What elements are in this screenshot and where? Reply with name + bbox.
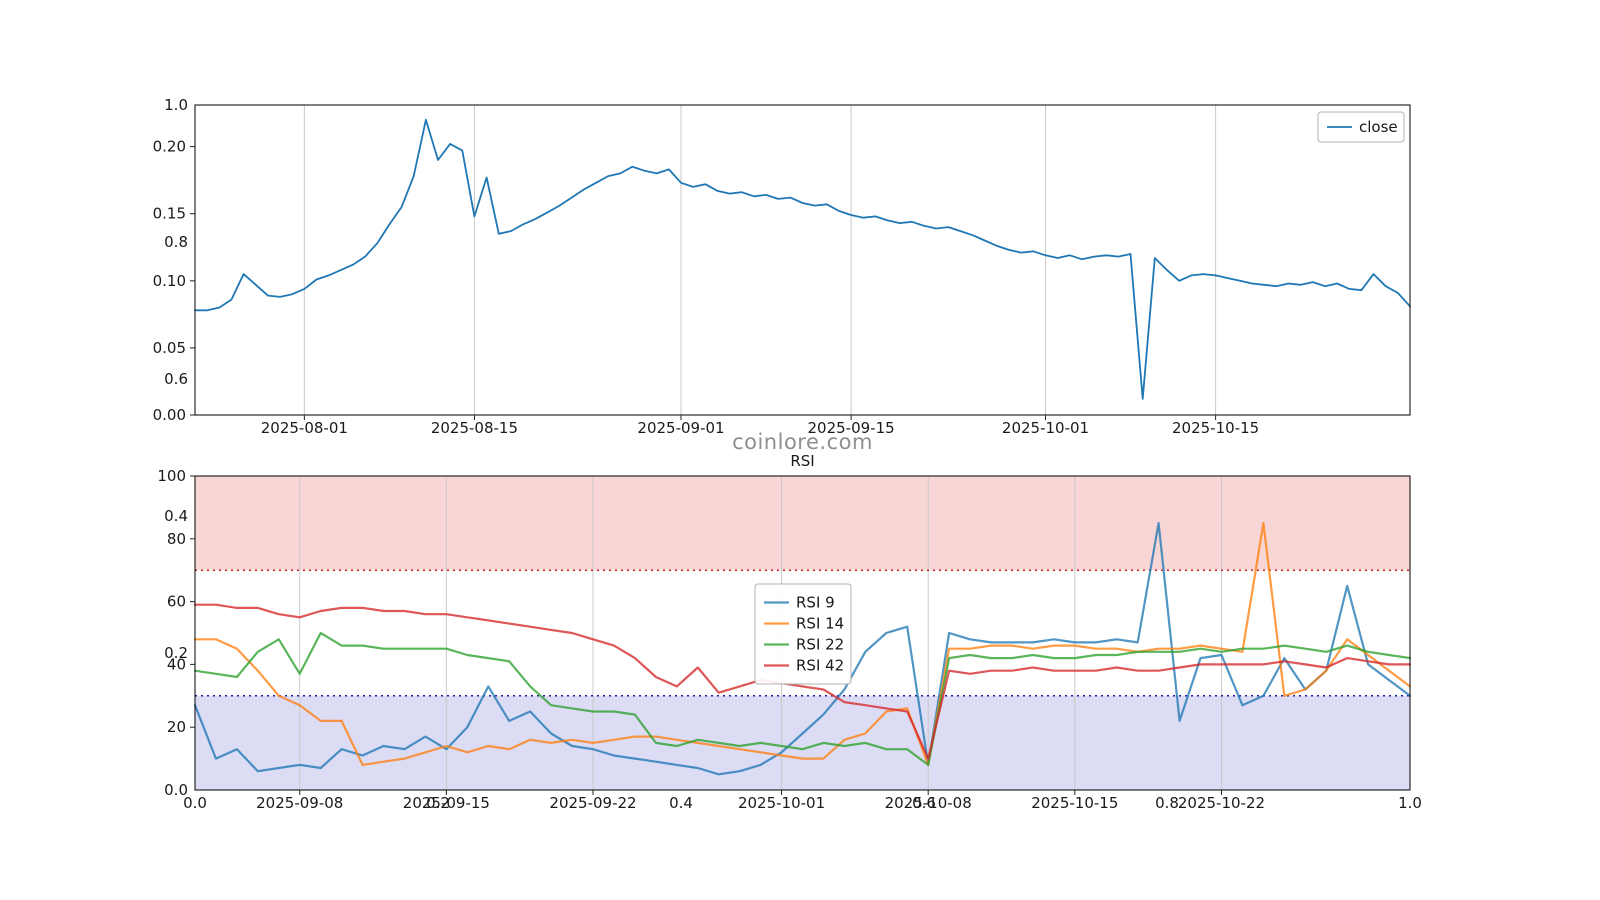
tick-label: 0.2 (164, 644, 188, 662)
tick-label: 0.8 (164, 233, 188, 251)
tick-label: 60 (167, 593, 186, 611)
series-rsi-14 (193, 522, 1412, 766)
tick-label: 100 (157, 467, 186, 485)
legend-box (754, 583, 852, 685)
tick-label: close (1359, 118, 1398, 136)
tick-label: 0.20 (153, 138, 186, 156)
price-subplot: 2025-08-01 2025-08-15 2025-09-01 2025-09-15… (153, 104, 1411, 437)
tick-label: 0.0 (183, 794, 207, 812)
tick-label: 40 (167, 655, 186, 673)
tick-label: RSI 14 (796, 615, 844, 633)
oversold-band (195, 695, 1410, 790)
figure-fraction-axis: 1.0 0.8 0.6 0.4 0.2 0.00.0 0.2 0.4 0.6 0.8 1.0 (164, 96, 1422, 812)
rsi-subplot: 2025-09-08 2025-09-15 2025-09-22 2025-10-01… (157, 467, 1412, 812)
legend-box (1317, 111, 1405, 143)
series-rsi-9 (193, 522, 1412, 776)
tick-label: RSI 42 (796, 657, 844, 675)
tick-label: 2025-10-01 (738, 794, 825, 812)
tick-label: 0.4 (164, 507, 188, 525)
tick-label: 2025-09-22 (549, 794, 636, 812)
tick-label: 2025-10-01 (1002, 419, 1089, 437)
rsi-legend: RSI 9 RSI 14 RSI 22 RSI 42 (754, 583, 852, 685)
tick-label: 2025-08-15 (431, 419, 518, 437)
axes-frame (194, 104, 1411, 416)
series-rsi-42 (193, 603, 1412, 760)
watermark-text: coinlore.com (732, 430, 873, 454)
tick-label: RSI 22 (796, 636, 844, 654)
tick-label: 2025-09-15 (403, 794, 490, 812)
tick-label: 1.0 (1398, 794, 1422, 812)
tick-label: RSI 9 (796, 594, 835, 612)
tick-label: 2025-10-15 (1172, 419, 1259, 437)
tick-label: 2025-08-01 (261, 419, 348, 437)
tick-label: 1.0 (164, 96, 188, 114)
tick-label: 0.10 (153, 272, 186, 290)
tick-label: 20 (167, 718, 186, 736)
tick-label: 80 (167, 530, 186, 548)
tick-label: 0.00 (153, 406, 186, 424)
tick-label: 2025-09-01 (637, 419, 724, 437)
tick-label: 0.8 (1155, 794, 1179, 812)
series-close (194, 118, 1411, 400)
tick-label: 2025-10-22 (1178, 794, 1265, 812)
tick-label: 0.4 (669, 794, 693, 812)
tick-label: 0.2 (426, 794, 450, 812)
tick-label: 2025-10-08 (885, 794, 972, 812)
tick-label: 0.05 (153, 339, 186, 357)
rsi-subplot-title: RSI (790, 452, 815, 470)
tick-label: 2025-09-08 (256, 794, 343, 812)
tick-label: 0.0 (164, 781, 188, 799)
axes-frame (194, 475, 1411, 791)
series-rsi-22 (193, 631, 1412, 766)
tick-label: 0.6 (912, 794, 936, 812)
tick-label: 2025-09-15 (808, 419, 895, 437)
tick-label: 0.6 (164, 370, 188, 388)
price-legend: close (1317, 111, 1405, 143)
tick-label: 2025-10-15 (1031, 794, 1118, 812)
overbought-band (195, 476, 1410, 571)
tick-label: 0.15 (153, 205, 186, 223)
